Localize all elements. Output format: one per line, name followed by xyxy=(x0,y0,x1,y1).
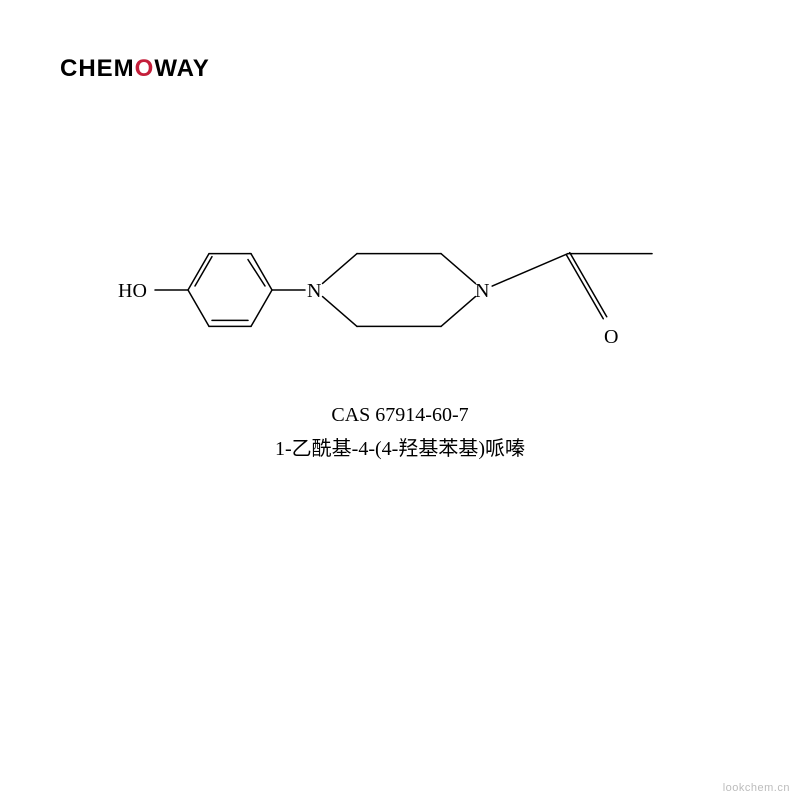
svg-text:O: O xyxy=(604,326,618,348)
logo-accent: O xyxy=(135,55,155,82)
svg-text:HO: HO xyxy=(118,280,147,302)
brand-logo: CHEMOWAY xyxy=(60,55,210,83)
svg-text:N: N xyxy=(307,280,321,302)
watermark: lookchem.cn xyxy=(723,782,790,794)
chemical-structure: HO N N O xyxy=(110,200,690,380)
cas-number: CAS 67914-60-7 xyxy=(0,398,800,432)
chemical-name: 1-乙酰基-4-(4-羟基苯基)哌嗪 xyxy=(0,432,800,466)
svg-text:N: N xyxy=(475,280,489,302)
logo-pre: CHEM xyxy=(60,55,135,82)
logo-post: WAY xyxy=(154,55,209,82)
caption-block: CAS 67914-60-7 1-乙酰基-4-(4-羟基苯基)哌嗪 xyxy=(0,398,800,466)
